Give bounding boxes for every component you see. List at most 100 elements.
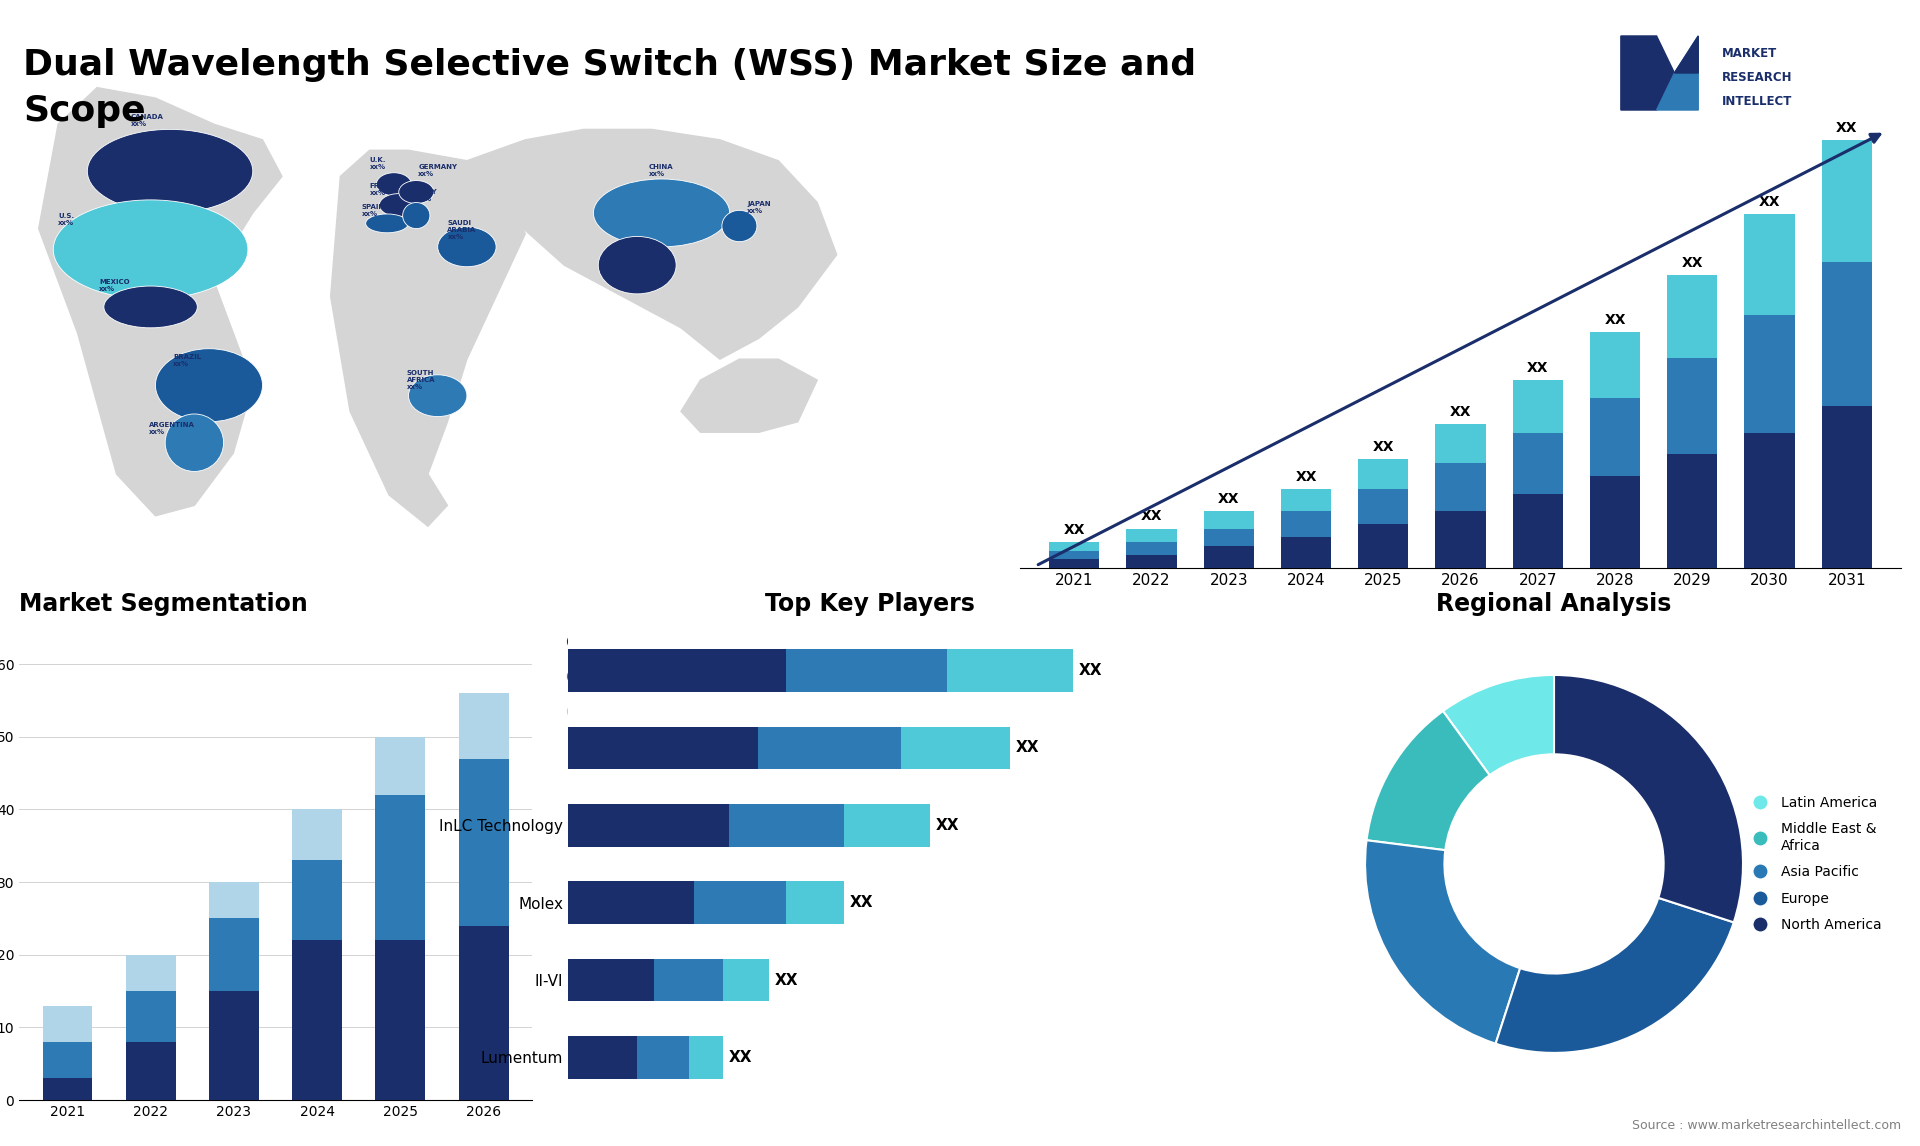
Bar (1048, 559, 1100, 568)
Bar (125, 991, 175, 1042)
Wedge shape (1496, 897, 1734, 1053)
Bar (758, 727, 900, 769)
Bar (1048, 542, 1100, 550)
Bar (42, 1042, 92, 1078)
Polygon shape (467, 129, 837, 359)
Text: U.S.
xx%: U.S. xx% (58, 213, 75, 226)
Text: XX: XX (1526, 361, 1549, 375)
Bar (1513, 380, 1563, 433)
Bar (1590, 332, 1640, 398)
Text: XX: XX (1605, 313, 1626, 327)
Text: MARKET: MARKET (1722, 47, 1778, 60)
Bar (125, 1042, 175, 1100)
Wedge shape (1365, 840, 1521, 1044)
Text: XX: XX (1064, 523, 1085, 536)
Bar (209, 991, 259, 1100)
Text: JAPAN
xx%: JAPAN xx% (747, 201, 770, 214)
Polygon shape (330, 150, 526, 526)
Bar (724, 959, 770, 1002)
Bar (1667, 455, 1716, 568)
Ellipse shape (403, 203, 430, 228)
Bar (900, 727, 1010, 769)
Text: Market Segmentation: Market Segmentation (19, 592, 307, 617)
Ellipse shape (409, 375, 467, 417)
Bar (1513, 433, 1563, 494)
Text: Source : www.marketresearchintellect.com: Source : www.marketresearchintellect.com (1632, 1120, 1901, 1132)
Text: INDIA
xx%: INDIA xx% (618, 253, 639, 267)
Polygon shape (1674, 36, 1697, 73)
Bar (1127, 542, 1177, 555)
Ellipse shape (104, 286, 198, 328)
Text: SAUDI
ARABIA
xx%: SAUDI ARABIA xx% (447, 220, 476, 241)
Bar (1204, 528, 1254, 547)
Bar (1590, 477, 1640, 568)
Wedge shape (1444, 675, 1553, 775)
Bar (1822, 262, 1872, 407)
Bar (1127, 555, 1177, 568)
Text: GERMANY
xx%: GERMANY xx% (419, 164, 457, 178)
Ellipse shape (165, 414, 223, 471)
Text: ARGENTINA
xx%: ARGENTINA xx% (148, 422, 194, 434)
Bar (1436, 424, 1486, 463)
Bar (787, 649, 947, 692)
Bar (1745, 433, 1795, 568)
Text: XX: XX (1217, 492, 1240, 507)
Text: ITALY
xx%: ITALY xx% (417, 189, 438, 203)
Bar (42, 1078, 92, 1100)
Title: Regional Analysis: Regional Analysis (1436, 592, 1672, 617)
Text: U.K.
xx%: U.K. xx% (369, 157, 386, 170)
Text: CHINA
xx%: CHINA xx% (649, 164, 674, 178)
Text: XX: XX (935, 818, 960, 833)
Bar (695, 881, 787, 924)
Bar (1822, 140, 1872, 262)
Bar (376, 940, 426, 1100)
Bar (209, 918, 259, 991)
Text: XX: XX (1682, 257, 1703, 270)
Bar (209, 882, 259, 918)
Bar (1822, 407, 1872, 568)
Text: XX: XX (1016, 740, 1039, 755)
Text: XX: XX (730, 1050, 753, 1065)
Bar (1204, 547, 1254, 568)
Bar (1745, 315, 1795, 433)
Text: SOUTH
AFRICA
xx%: SOUTH AFRICA xx% (407, 370, 436, 391)
Text: RESEARCH: RESEARCH (1722, 71, 1793, 84)
Bar (1745, 214, 1795, 315)
Text: XX: XX (1450, 405, 1471, 418)
Bar (292, 809, 342, 861)
Bar (1281, 489, 1331, 511)
Ellipse shape (380, 194, 419, 217)
Bar (1357, 458, 1409, 489)
Bar (459, 926, 509, 1100)
Bar (292, 940, 342, 1100)
Text: XX: XX (1836, 120, 1857, 135)
Ellipse shape (86, 129, 253, 213)
Bar (655, 959, 724, 1002)
Bar (376, 795, 426, 940)
Bar (568, 1036, 637, 1078)
Ellipse shape (438, 227, 495, 267)
Text: XX: XX (1296, 470, 1317, 484)
Polygon shape (1620, 36, 1674, 110)
Bar (787, 881, 843, 924)
Bar (1357, 489, 1409, 525)
Bar (1513, 494, 1563, 568)
Ellipse shape (399, 181, 434, 204)
Ellipse shape (599, 236, 676, 293)
Bar (1667, 275, 1716, 359)
Text: XX: XX (776, 973, 799, 988)
Text: Scope: Scope (23, 94, 146, 128)
Text: FRANCE
xx%: FRANCE xx% (369, 182, 401, 196)
Bar (1667, 359, 1716, 455)
Ellipse shape (365, 214, 409, 233)
Text: XX: XX (849, 895, 874, 910)
Ellipse shape (593, 179, 730, 246)
Wedge shape (1553, 675, 1743, 923)
Bar (730, 804, 843, 847)
Bar (1281, 537, 1331, 568)
Bar (1048, 550, 1100, 559)
Text: INTELLECT: INTELLECT (1722, 95, 1793, 108)
Bar (125, 955, 175, 991)
Bar (292, 861, 342, 940)
Bar (568, 959, 655, 1002)
